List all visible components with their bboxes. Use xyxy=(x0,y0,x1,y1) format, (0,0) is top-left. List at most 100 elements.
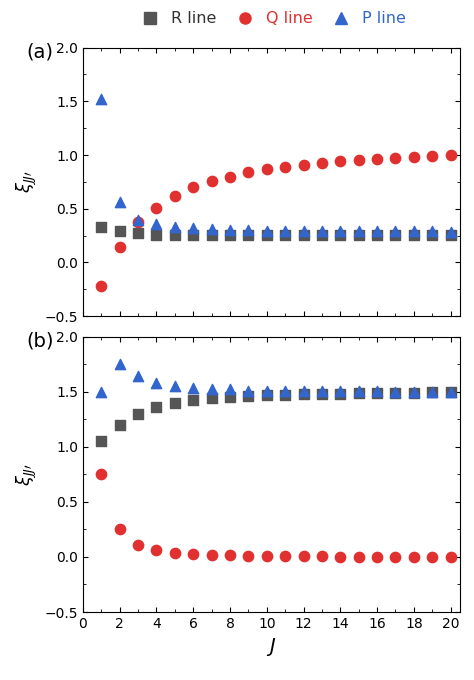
Point xyxy=(337,156,344,167)
Point xyxy=(318,157,326,168)
Point xyxy=(98,436,105,447)
Point xyxy=(226,229,234,240)
Point xyxy=(153,545,160,556)
Point xyxy=(116,420,124,430)
Point xyxy=(410,388,418,398)
Point xyxy=(98,386,105,397)
Point xyxy=(282,226,289,237)
Point xyxy=(134,228,142,239)
Point xyxy=(282,229,289,240)
Point xyxy=(190,383,197,394)
Point xyxy=(447,227,455,238)
Point xyxy=(98,94,105,105)
Point xyxy=(171,190,179,201)
Point xyxy=(134,214,142,225)
Point xyxy=(428,386,436,397)
Point xyxy=(226,384,234,395)
Point xyxy=(355,226,363,237)
Point xyxy=(98,469,105,480)
Point xyxy=(392,551,399,562)
Point xyxy=(392,386,399,397)
Point xyxy=(373,388,381,398)
Point xyxy=(318,385,326,396)
Y-axis label: $\xi_{JJ\prime}$: $\xi_{JJ\prime}$ xyxy=(15,463,39,486)
Point xyxy=(153,218,160,229)
Point xyxy=(318,226,326,237)
Point xyxy=(263,550,271,561)
Point xyxy=(171,381,179,392)
Point xyxy=(373,226,381,237)
Point xyxy=(300,550,307,561)
Point xyxy=(282,390,289,401)
Point xyxy=(373,154,381,165)
Point xyxy=(373,551,381,562)
Point xyxy=(392,388,399,398)
Point xyxy=(373,385,381,396)
Point xyxy=(355,229,363,240)
Point xyxy=(392,226,399,237)
Point xyxy=(300,229,307,240)
Point xyxy=(190,182,197,192)
Point xyxy=(410,386,418,397)
Point xyxy=(318,229,326,240)
Y-axis label: $\xi_{JJ\prime}$: $\xi_{JJ\prime}$ xyxy=(15,171,39,193)
Point xyxy=(245,385,252,396)
X-axis label: $J$: $J$ xyxy=(266,636,276,658)
Point xyxy=(355,155,363,166)
Point xyxy=(226,171,234,182)
Point xyxy=(337,385,344,396)
Point xyxy=(447,386,455,397)
Legend: R line, Q line, P line: R line, Q line, P line xyxy=(134,12,406,27)
Point xyxy=(410,229,418,240)
Point xyxy=(98,281,105,292)
Point xyxy=(337,388,344,399)
Point xyxy=(447,386,455,397)
Point xyxy=(263,229,271,240)
Point xyxy=(318,388,326,399)
Point xyxy=(190,229,197,240)
Point xyxy=(153,377,160,388)
Point xyxy=(392,153,399,164)
Point xyxy=(282,550,289,561)
Point xyxy=(98,222,105,233)
Point xyxy=(263,164,271,175)
Point xyxy=(300,226,307,237)
Point xyxy=(428,386,436,397)
Point xyxy=(208,224,215,235)
Point xyxy=(245,550,252,561)
Point xyxy=(355,385,363,396)
Point xyxy=(226,225,234,236)
Point xyxy=(428,551,436,562)
Point xyxy=(208,384,215,395)
Point xyxy=(428,151,436,162)
Point xyxy=(208,393,215,404)
Point xyxy=(263,385,271,396)
Point xyxy=(153,229,160,240)
Point xyxy=(447,150,455,160)
Point xyxy=(263,390,271,401)
Point xyxy=(208,229,215,240)
Point xyxy=(337,229,344,240)
Point xyxy=(282,161,289,172)
Point xyxy=(134,408,142,419)
Point xyxy=(447,551,455,562)
Point xyxy=(226,392,234,403)
Point xyxy=(392,229,399,240)
Point xyxy=(208,549,215,560)
Point xyxy=(355,551,363,562)
Point xyxy=(300,388,307,399)
Point xyxy=(263,226,271,237)
Point xyxy=(428,226,436,237)
Point xyxy=(134,371,142,381)
Point xyxy=(190,395,197,406)
Point xyxy=(134,216,142,227)
Point xyxy=(337,226,344,237)
Point xyxy=(116,359,124,370)
Point xyxy=(116,197,124,208)
Point xyxy=(190,222,197,233)
Point xyxy=(245,225,252,236)
Point xyxy=(300,159,307,170)
Point xyxy=(171,397,179,408)
Point xyxy=(171,229,179,240)
Point xyxy=(447,229,455,240)
